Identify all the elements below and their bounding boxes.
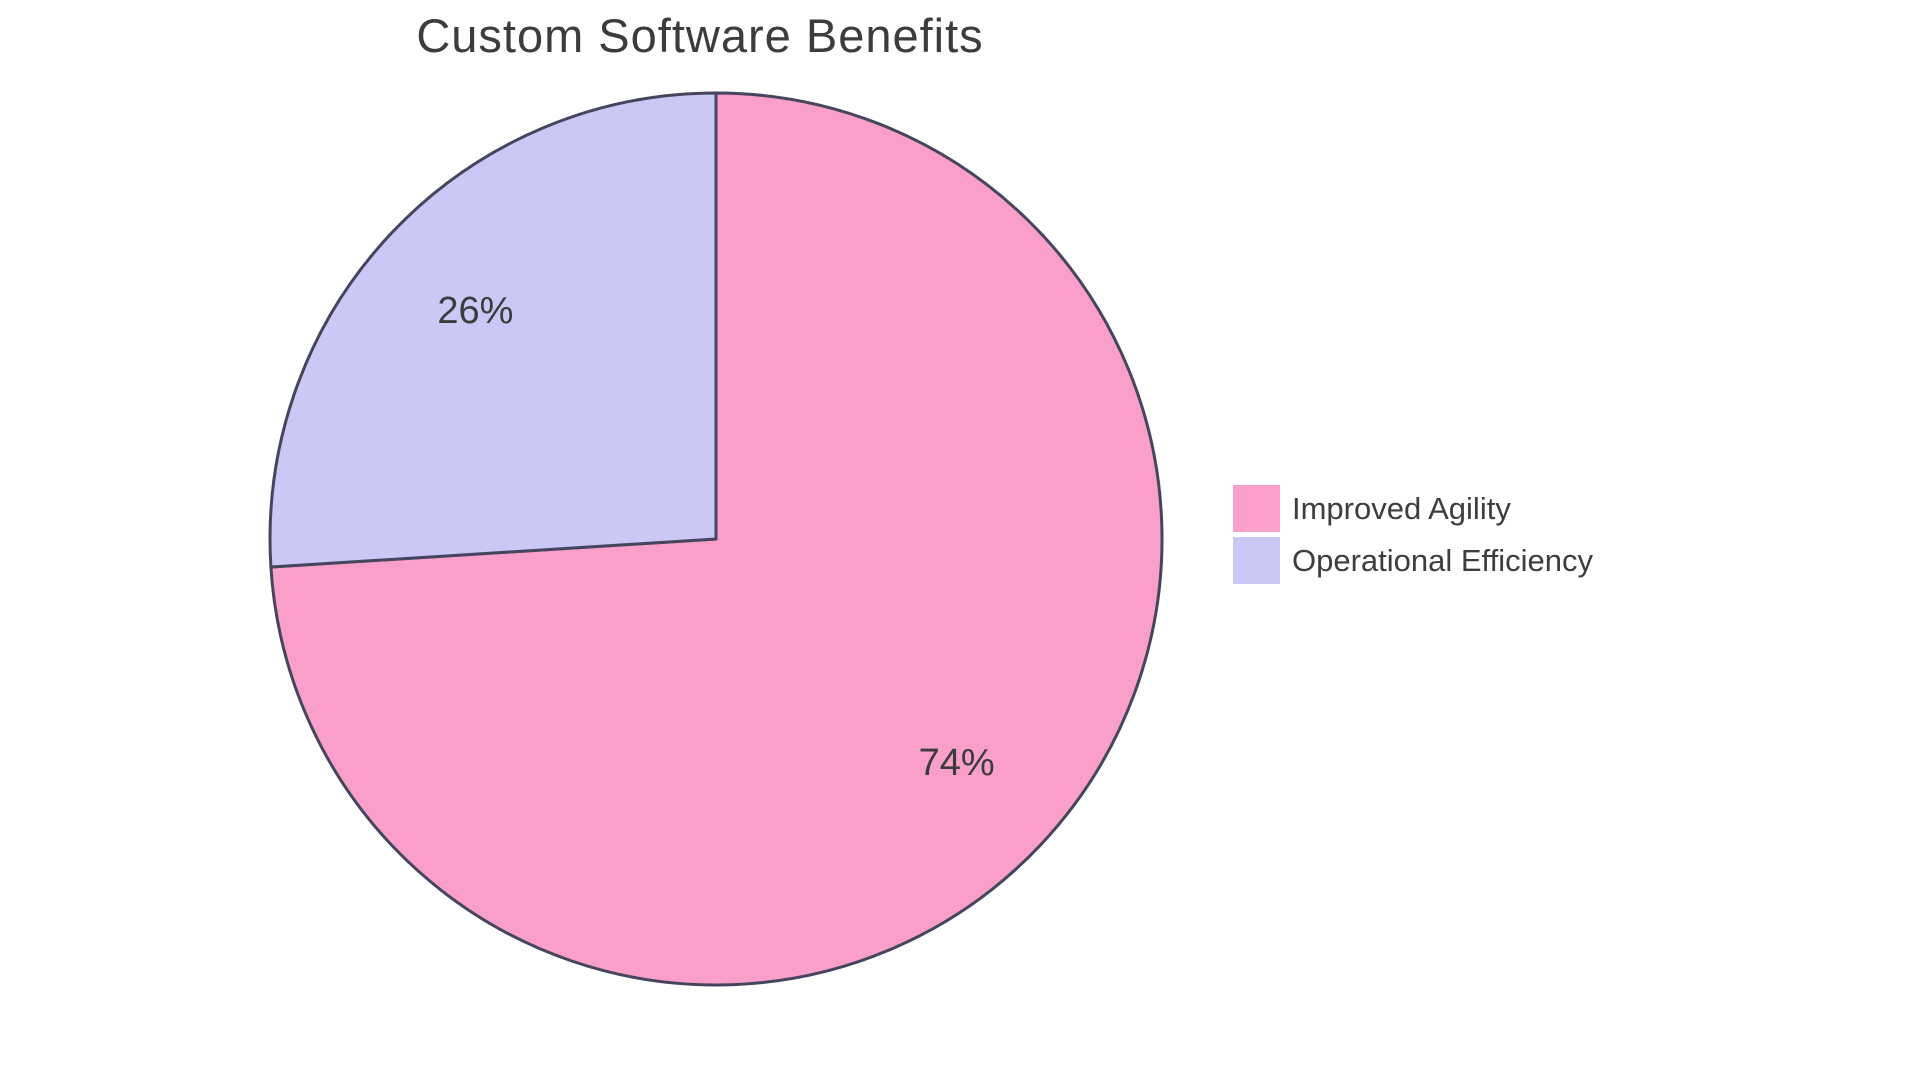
legend-swatch-operational-efficiency [1233,537,1280,584]
pie-slice-operational-efficiency[interactable] [268,91,718,569]
legend-item-improved-agility[interactable]: Improved Agility [1233,485,1593,532]
pie-slice-percentage-operational-efficiency: 26% [437,290,513,332]
legend-label-operational-efficiency: Operational Efficiency [1292,542,1593,578]
legend-swatch-improved-agility [1233,485,1280,532]
chart-title: Custom Software Benefits [416,9,984,62]
legend-label-improved-agility: Improved Agility [1292,490,1511,526]
pie-slice-percentage-improved-agility: 74% [919,742,995,784]
legend: Improved Agility Operational Efficiency [1233,485,1593,584]
legend-item-operational-efficiency[interactable]: Operational Efficiency [1233,537,1593,584]
